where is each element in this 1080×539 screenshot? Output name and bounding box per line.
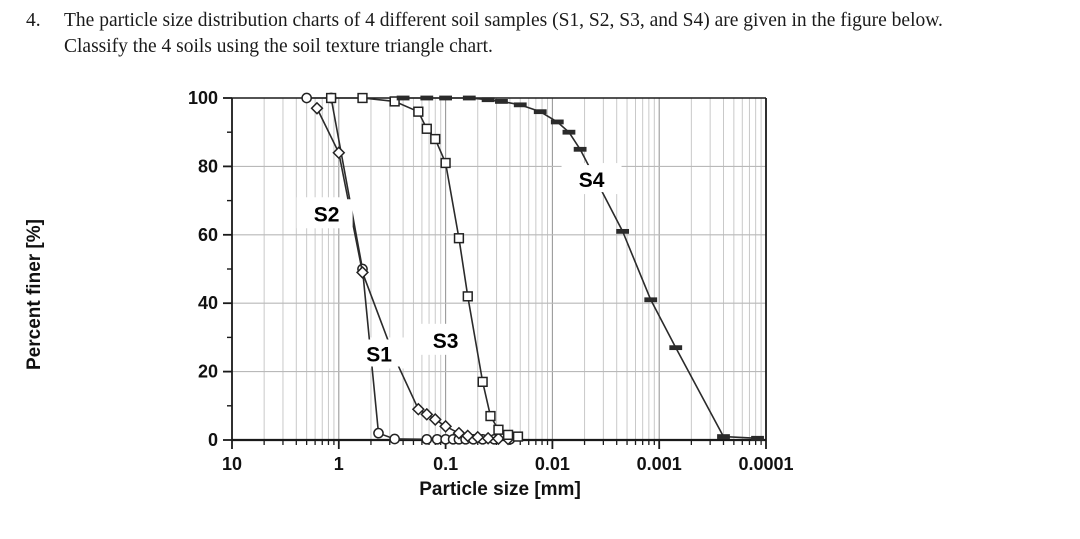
data-point-marker-bar bbox=[751, 435, 764, 441]
data-point-marker-diamond bbox=[310, 101, 324, 115]
series-annotation-labels: S1 S2 S3 S4 bbox=[314, 169, 605, 366]
data-point-marker-bar bbox=[669, 345, 683, 351]
data-point-marker-bar bbox=[562, 129, 576, 135]
data-point-marker-diamond bbox=[471, 430, 485, 444]
x-tick-labels: 10 1 0.1 0.01 0.001 0.0001 bbox=[222, 454, 794, 474]
y-axis-ticks bbox=[223, 97, 232, 441]
series-label-S3: S3 bbox=[433, 330, 459, 353]
data-point-marker-square bbox=[462, 291, 473, 302]
series-S4 bbox=[396, 95, 764, 441]
label-mask bbox=[565, 165, 618, 193]
question-block: 4. The particle size distribution charts… bbox=[26, 8, 966, 60]
question-number: 4. bbox=[26, 10, 41, 31]
data-point-marker-diamond bbox=[332, 146, 346, 160]
y-tick-label: 0 bbox=[208, 430, 218, 450]
data-point-marker-square bbox=[493, 424, 504, 435]
y-tick-label: 20 bbox=[198, 362, 218, 382]
label-mask bbox=[419, 325, 472, 353]
data-point-marker-diamond bbox=[461, 429, 475, 443]
data-point-marker-bar bbox=[550, 119, 564, 125]
data-point-marker-square bbox=[325, 92, 337, 104]
y-tick-label: 80 bbox=[198, 156, 218, 176]
label-mask bbox=[300, 199, 353, 227]
series-S2 bbox=[310, 101, 515, 446]
particle-size-distribution-figure: 0 20 40 60 80 100 10 1 0.1 0.01 0.001 0.0001 S1 S2 S… bbox=[0, 70, 1080, 539]
data-point-marker-square bbox=[389, 96, 400, 107]
data-point-marker-square bbox=[421, 123, 432, 134]
x-tick-label: 1 bbox=[334, 454, 344, 474]
data-point-marker-diamond bbox=[411, 402, 425, 416]
data-point-marker-square bbox=[477, 376, 488, 388]
series-label-S2: S2 bbox=[314, 203, 340, 226]
data-point-marker-diamond bbox=[481, 431, 495, 445]
data-point-marker-circle bbox=[389, 433, 400, 445]
y-tick-label: 40 bbox=[198, 293, 218, 313]
series-S3 bbox=[325, 92, 524, 442]
data-point-marker-circle bbox=[421, 433, 433, 445]
data-point-marker-bar bbox=[481, 97, 495, 103]
x-tick-label: 10 bbox=[222, 454, 242, 474]
series-line bbox=[403, 97, 758, 440]
data-point-marker-square bbox=[502, 429, 514, 441]
x-tick-label: 0.1 bbox=[433, 454, 458, 474]
data-point-marker-bar bbox=[462, 95, 476, 101]
x-axis-title: Particle size [mm] bbox=[419, 479, 581, 500]
series-label-masks-top bbox=[300, 165, 618, 367]
x-tick-label: 0.0001 bbox=[738, 454, 793, 474]
data-point-marker-bar bbox=[513, 102, 527, 108]
y-tick-labels: 0 20 40 60 80 100 bbox=[188, 88, 218, 450]
gridlines-major-x bbox=[231, 98, 767, 440]
data-point-marker-circle bbox=[373, 427, 384, 439]
y-axis-title: Percent finer [%] bbox=[24, 219, 45, 370]
data-point-marker-bar bbox=[533, 109, 547, 115]
data-point-marker-bar bbox=[573, 146, 587, 152]
x-tick-label: 0.001 bbox=[637, 454, 682, 474]
data-point-marker-square bbox=[453, 233, 465, 244]
data-point-marker-square bbox=[357, 92, 368, 104]
plot-frame bbox=[231, 97, 767, 442]
data-point-marker-diamond bbox=[439, 419, 453, 433]
data-point-marker-bar bbox=[644, 297, 658, 303]
series-label-S4: S4 bbox=[579, 169, 605, 192]
question-text: The particle size distribution charts of… bbox=[64, 10, 943, 57]
data-point-marker-square bbox=[512, 431, 524, 442]
x-tick-label: 0.01 bbox=[535, 454, 570, 474]
series-line bbox=[316, 107, 509, 440]
data-point-marker-square bbox=[440, 157, 451, 169]
data-point-marker-diamond bbox=[428, 413, 442, 426]
data-point-marker-bar bbox=[439, 95, 453, 101]
data-point-marker-diamond bbox=[356, 265, 369, 279]
label-mask bbox=[353, 339, 406, 367]
gridlines-major-y bbox=[232, 97, 766, 373]
y-tick-label: 60 bbox=[198, 225, 218, 245]
gridlines-minor-x bbox=[263, 98, 762, 440]
series-label-S1: S1 bbox=[366, 344, 392, 367]
data-point-marker-diamond bbox=[491, 432, 505, 446]
y-tick-label: 100 bbox=[188, 88, 218, 108]
data-point-marker-bar bbox=[495, 99, 508, 104]
data-point-marker-square bbox=[485, 410, 496, 422]
data-point-marker-bar bbox=[717, 434, 730, 439]
data-point-marker-diamond bbox=[420, 407, 434, 421]
data-point-marker-bar bbox=[420, 95, 434, 101]
data-point-marker-circle bbox=[301, 92, 312, 104]
data-point-marker-square bbox=[430, 133, 441, 145]
series-layer bbox=[301, 92, 764, 446]
data-point-marker-bar bbox=[616, 228, 630, 234]
data-point-marker-square bbox=[413, 106, 424, 117]
data-point-marker-bar bbox=[396, 95, 410, 101]
